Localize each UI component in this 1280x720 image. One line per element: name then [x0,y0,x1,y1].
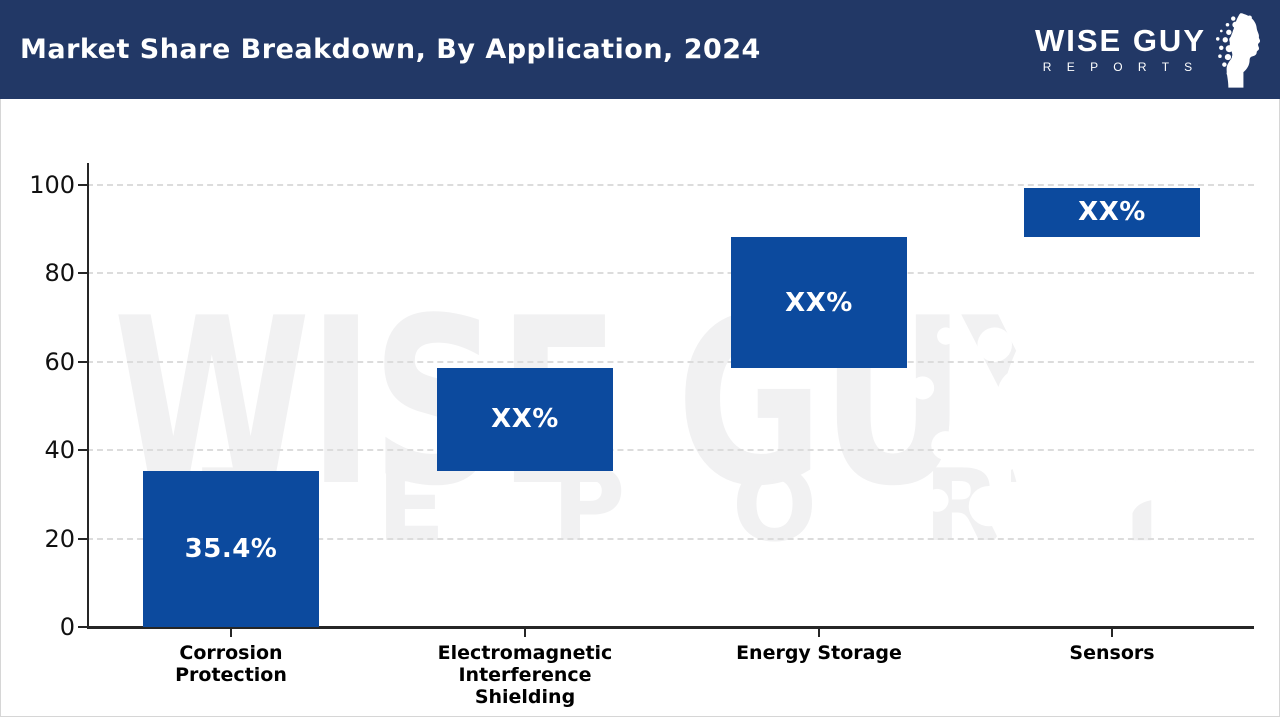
x-category-label-sensors: Sensors [1069,642,1155,664]
header: Market Share Breakdown, By Application, … [0,0,1280,99]
y-axis-tick-label: 100 [29,171,75,199]
bar-corrosion-protection: 35.4% [143,470,319,627]
x-category-label-energy-storage: Energy Storage [736,642,902,664]
y-tick-mark [78,626,87,628]
logo-wordmark: WISE GUY [1034,23,1206,58]
gridline-40 [87,449,1254,452]
x-tick-mark [818,628,820,637]
y-tick-mark [78,360,87,363]
chart-card: WISE GUY R E P O R T S 0 20 40 60 80 100 35.4%… [0,99,1280,717]
x-tick-mark [1111,628,1113,637]
bar-value-label: XX% [1078,197,1146,228]
y-tick-mark [78,184,87,186]
x-tick-mark [524,628,526,637]
y-axis-tick-label: 20 [44,524,75,553]
y-axis-tick-label: 40 [44,436,75,465]
y-tick-mark [78,537,87,540]
x-tick-mark [230,628,232,637]
gridline-100 [87,184,1254,186]
bar-value-label: XX% [785,287,853,318]
gridline-20 [87,537,1254,540]
logo: WISE GUY R E P O R T S [1035,11,1270,89]
axis-left-spine [87,163,89,629]
bar-value-label: 35.4% [184,533,278,564]
bar-value-label: XX% [491,404,559,435]
page-title: Market Share Breakdown, By Application, … [20,34,761,65]
axis-bottom-spine [87,626,1254,629]
logo-head-icon [1215,12,1261,88]
y-tick-mark [78,449,87,452]
gridline-80 [87,272,1254,275]
bar-energy-storage: XX% [731,237,907,368]
bar-sensors: XX% [1024,187,1200,238]
logo-subtitle: R E P O R T S [1042,60,1199,74]
y-tick-mark [78,272,87,275]
bar-electromagnetic-interference-shielding: XX% [437,367,613,471]
watermark-head-icon [911,220,1199,705]
x-category-label-electromagnetic-interference-shielding: Electromagnetic Interference Shielding [437,642,613,708]
gridline-60 [87,360,1254,363]
y-axis-tick-label: 80 [44,259,75,288]
y-axis-tick-label: 60 [44,347,75,376]
x-category-label-corrosion-protection: Corrosion Protection [175,642,287,686]
y-axis-tick-label: 0 [59,613,75,641]
